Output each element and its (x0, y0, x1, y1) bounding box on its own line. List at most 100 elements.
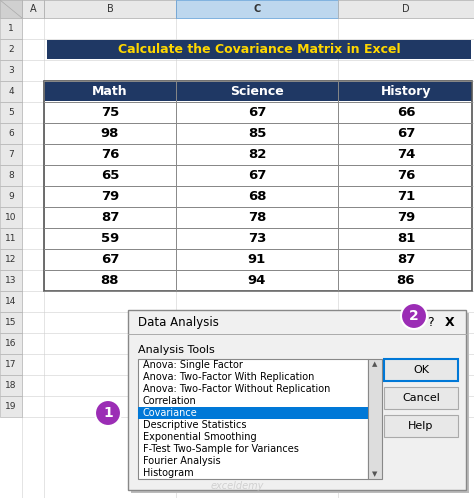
Text: 1: 1 (8, 24, 14, 33)
Text: ▼: ▼ (372, 471, 378, 477)
Text: 19: 19 (5, 402, 17, 411)
Text: Covariance: Covariance (143, 408, 198, 418)
Text: Math: Math (92, 85, 128, 98)
Text: 67: 67 (397, 127, 415, 140)
Text: Descriptive Statistics: Descriptive Statistics (143, 420, 246, 430)
Text: 65: 65 (101, 169, 119, 182)
Text: 87: 87 (397, 253, 415, 266)
Bar (45, 228, 472, 248)
Bar (176, 0, 338, 18)
Text: 71: 71 (397, 190, 415, 203)
Text: F-Test Two-Sample for Variances: F-Test Two-Sample for Variances (143, 444, 299, 454)
Text: 66: 66 (397, 106, 415, 119)
Text: 75: 75 (101, 106, 119, 119)
Text: 14: 14 (5, 297, 17, 306)
Text: Analysis Tools: Analysis Tools (138, 345, 215, 355)
Bar (384, 415, 458, 437)
Bar (0, 207, 22, 228)
Text: 79: 79 (101, 190, 119, 203)
Text: 12: 12 (5, 255, 17, 264)
Bar (368, 359, 382, 479)
Bar (45, 186, 472, 206)
Text: 1: 1 (103, 406, 113, 420)
Bar (47, 40, 471, 59)
Text: 9: 9 (8, 192, 14, 201)
Bar (338, 0, 474, 18)
Text: 85: 85 (248, 127, 266, 140)
Text: 11: 11 (5, 234, 17, 243)
Text: 17: 17 (5, 360, 17, 369)
Text: X: X (445, 316, 455, 329)
Text: 2: 2 (8, 45, 14, 54)
Bar (45, 270, 472, 290)
Bar (44, 81, 472, 291)
Text: Anova: Two-Factor Without Replication: Anova: Two-Factor Without Replication (143, 384, 330, 394)
Bar (0, 249, 22, 270)
Bar (0, 228, 22, 249)
Bar (45, 102, 472, 122)
Text: 87: 87 (101, 211, 119, 224)
Text: 15: 15 (5, 318, 17, 327)
Bar (384, 387, 458, 409)
Text: Correlation: Correlation (143, 396, 197, 406)
Text: Data Analysis: Data Analysis (138, 316, 219, 329)
Text: 7: 7 (8, 150, 14, 159)
Bar (0, 375, 22, 396)
Bar (138, 359, 368, 479)
Text: A: A (30, 4, 36, 14)
Bar (131, 313, 469, 493)
Text: Exponential Smoothing: Exponential Smoothing (143, 432, 256, 442)
Text: D: D (402, 4, 410, 14)
Text: 16: 16 (5, 339, 17, 348)
Bar (0, 396, 22, 417)
Bar (0, 39, 22, 60)
Bar (0, 333, 22, 354)
Text: 3: 3 (8, 66, 14, 75)
Text: 5: 5 (8, 108, 14, 117)
Bar (0, 102, 22, 123)
Text: 67: 67 (101, 253, 119, 266)
Bar (45, 123, 472, 143)
Text: Anova: Two-Factor With Replication: Anova: Two-Factor With Replication (143, 372, 314, 382)
Text: Calculate the Covariance Matrix in Excel: Calculate the Covariance Matrix in Excel (118, 43, 401, 56)
Text: 18: 18 (5, 381, 17, 390)
Circle shape (95, 400, 121, 426)
Bar (0, 186, 22, 207)
Text: 67: 67 (248, 169, 266, 182)
Text: OK: OK (413, 365, 429, 375)
Text: 81: 81 (397, 232, 415, 245)
Text: Fourier Analysis: Fourier Analysis (143, 456, 220, 466)
Bar (0, 144, 22, 165)
Text: 4: 4 (8, 87, 14, 96)
Bar (0, 312, 22, 333)
Text: 74: 74 (397, 148, 415, 161)
Bar (45, 249, 472, 269)
Circle shape (401, 303, 427, 329)
Text: 59: 59 (101, 232, 119, 245)
Bar (0, 0, 22, 18)
Text: 94: 94 (248, 274, 266, 287)
Text: 76: 76 (101, 148, 119, 161)
Text: History: History (381, 85, 431, 98)
Bar (44, 0, 176, 18)
Text: 88: 88 (101, 274, 119, 287)
Bar (128, 310, 466, 490)
Text: 6: 6 (8, 129, 14, 138)
Text: 2: 2 (409, 309, 419, 323)
Text: exceldemy: exceldemy (210, 481, 264, 491)
Text: Science: Science (230, 85, 284, 98)
Text: C: C (254, 4, 261, 14)
Bar (138, 407, 368, 419)
Text: 79: 79 (397, 211, 415, 224)
Bar (0, 123, 22, 144)
Bar (45, 207, 472, 227)
Text: 86: 86 (397, 274, 415, 287)
Text: Anova: Single Factor: Anova: Single Factor (143, 360, 243, 370)
Text: 10: 10 (5, 213, 17, 222)
Text: 8: 8 (8, 171, 14, 180)
Bar (384, 359, 458, 381)
Bar (0, 291, 22, 312)
Text: B: B (107, 4, 113, 14)
Text: 13: 13 (5, 276, 17, 285)
Bar (45, 165, 472, 185)
